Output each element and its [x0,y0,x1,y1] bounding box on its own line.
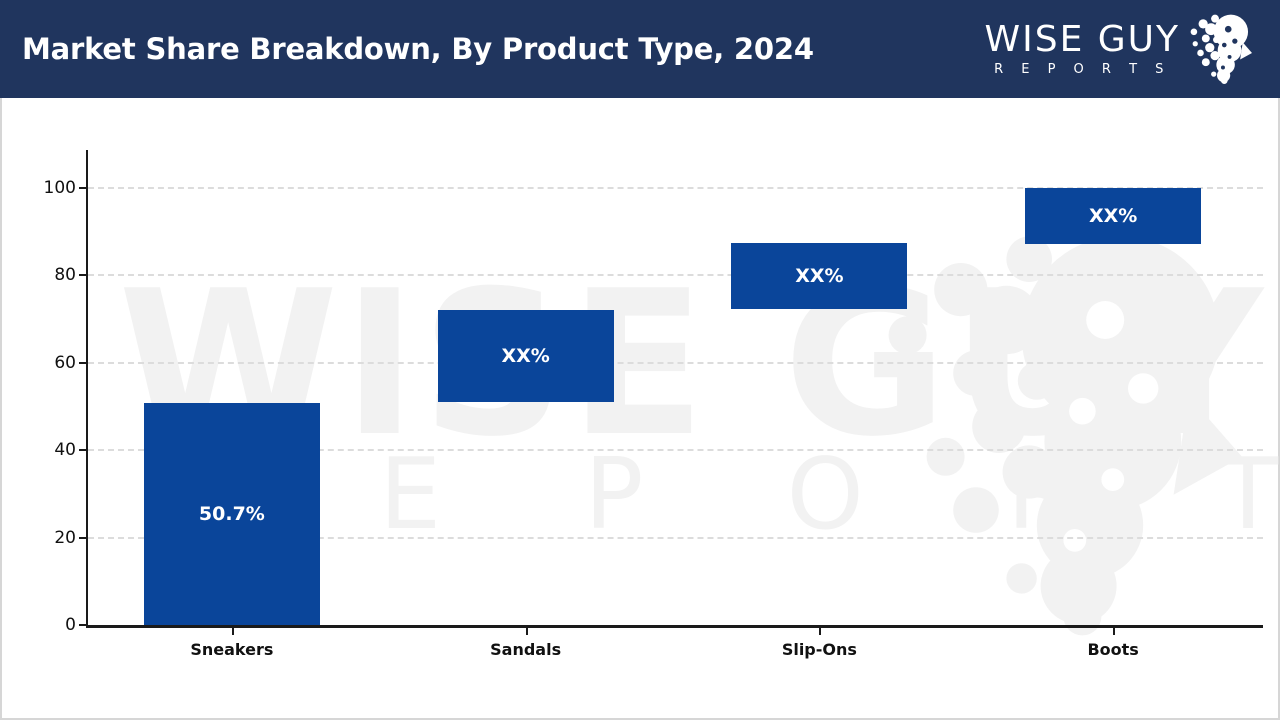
y-tick-label: 40 [54,440,76,461]
x-axis-tick [1113,628,1116,635]
logo-subtitle: R E P O R T S [994,62,1171,77]
y-tick-label: 100 [43,178,76,198]
bar-sneakers: 50.7% [143,403,320,625]
y-axis-tick [79,536,87,539]
x-axis-tick [525,628,528,635]
wiseguy-logo: WISE GUY R E P O R T S [984,9,1252,89]
bar-slip-ons: XX% [731,242,908,310]
y-axis-tick [79,187,87,189]
logo-wordmark: WISE GUY [984,19,1180,60]
gridline [88,361,1263,364]
gridline [88,274,1263,277]
y-axis-tick [79,449,87,452]
page-title: Market Share Breakdown, By Product Type,… [22,32,814,66]
y-tick-label: 60 [54,352,76,373]
y-axis-tick [79,624,87,626]
y-tick-label: 20 [54,527,76,548]
x-axis [86,625,1263,628]
wiseguy-logo-text: WISE GUY R E P O R T S [984,19,1181,77]
bar-sandals: XX% [437,310,614,403]
x-tick-label: Sandals [490,640,562,659]
x-tick-label: Sneakers [190,640,274,659]
bar-value-label: 50.7% [198,503,265,526]
x-axis-tick [231,628,234,635]
y-axis-tick [79,361,87,364]
y-tick-label: 0 [65,615,76,635]
bar-boots: XX% [1025,188,1202,244]
x-axis-tick [819,628,822,635]
bar-value-label: XX% [795,264,844,287]
bar-value-label: XX% [1088,204,1138,227]
bar-value-label: XX% [501,345,550,368]
y-axis [86,150,88,627]
x-tick-label: Slip-Ons [781,640,857,659]
y-tick-label: 80 [54,265,76,286]
dotted-face-icon [1190,14,1252,84]
gridline [88,187,1263,189]
x-tick-label: Boots [1087,640,1139,659]
gridline [88,449,1263,452]
header: Market Share Breakdown, By Product Type,… [0,0,1280,98]
gridline [88,536,1263,539]
y-axis-tick [79,274,87,277]
